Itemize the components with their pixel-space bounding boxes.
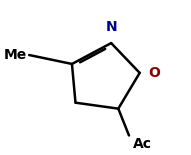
Text: Me: Me [4,48,27,62]
Text: Ac: Ac [133,137,151,151]
Text: O: O [149,66,160,80]
Text: N: N [105,20,117,34]
